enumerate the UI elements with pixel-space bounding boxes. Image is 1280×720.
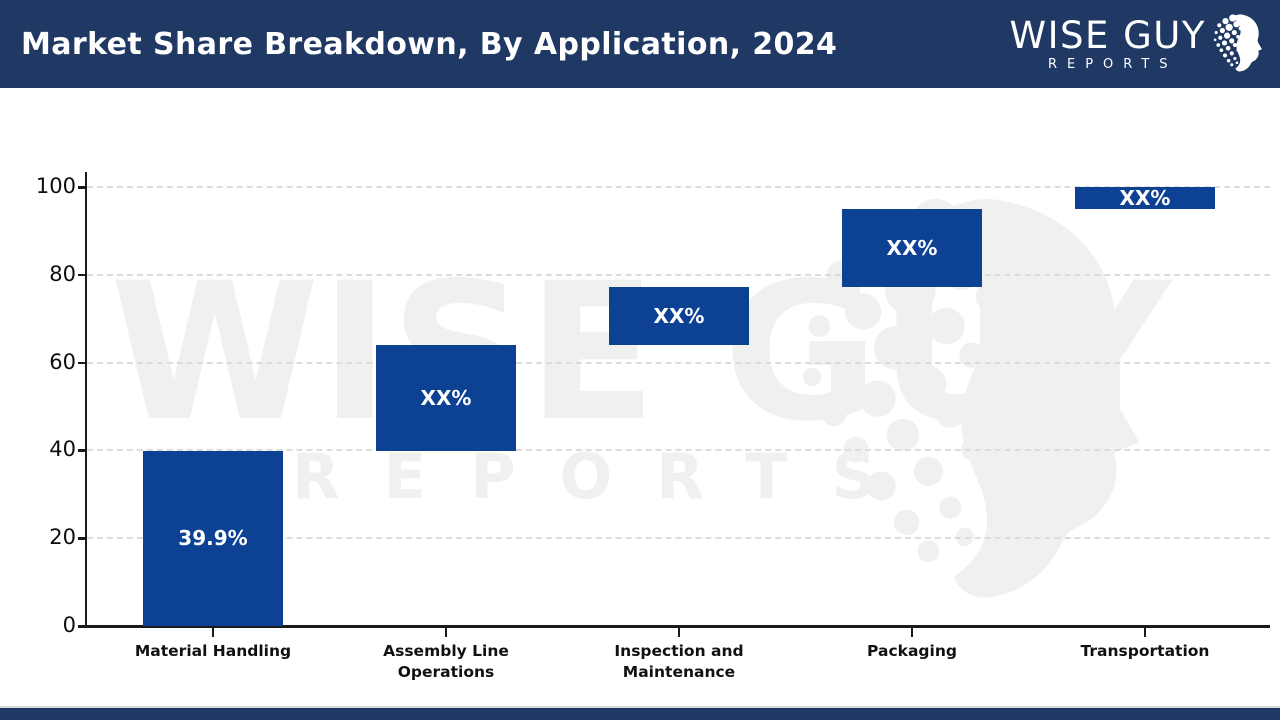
x-tick-mark-2	[677, 627, 681, 637]
y-tick-label-60: 60	[49, 349, 76, 374]
logo-wise-guy-label: WISE GUY	[1009, 14, 1206, 57]
header-bar: Market Share Breakdown, By Application, …	[0, 0, 1280, 88]
category-label-0: Material Handling	[134, 642, 292, 660]
bar-transportation: XX%	[1075, 187, 1215, 209]
bar-value-label: 39.9%	[178, 526, 248, 551]
chart-title: Market Share Breakdown, By Application, …	[21, 26, 838, 62]
bar-packaging: XX%	[842, 208, 982, 287]
bar-inspection-and-maintenance: XX%	[609, 286, 749, 346]
bar-value-label: XX%	[653, 303, 705, 328]
x-tick-mark-0	[211, 627, 215, 637]
category-label-2: Inspection and Maintenance	[614, 642, 744, 681]
y-tick-mark-0	[78, 625, 87, 628]
x-tick-mark-3	[910, 627, 914, 637]
gridline-80	[87, 273, 1270, 276]
bar-value-label: XX%	[1119, 185, 1171, 210]
y-tick-mark-60	[78, 361, 87, 365]
category-label-1: Assembly Line Operations	[383, 642, 509, 681]
y-tick-label-0: 0	[62, 613, 76, 637]
y-tick-mark-20	[78, 537, 87, 540]
y-tick-label-100: 100	[35, 174, 76, 198]
bar-material-handling: 39.9%	[143, 450, 283, 626]
bar-value-label: XX%	[420, 385, 472, 410]
y-tick-mark-80	[78, 273, 87, 277]
x-tick-mark-1	[444, 627, 448, 637]
category-label-4: Transportation	[1080, 642, 1210, 660]
gridline-40	[87, 449, 1270, 452]
y-tick-label-40: 40	[49, 437, 76, 462]
y-tick-label-80: 80	[49, 261, 76, 286]
logo-text: WISE GUY REPORTS	[1010, 17, 1206, 71]
wise-guy-reports-logo: WISE GUY REPORTS	[1010, 6, 1280, 82]
gridline-20	[87, 537, 1270, 540]
x-axis-line	[84, 625, 1270, 628]
bar-value-label: XX%	[886, 235, 938, 260]
logo-reports-label: REPORTS	[1047, 57, 1178, 72]
y-tick-mark-40	[78, 449, 87, 452]
category-label-3: Packaging	[867, 642, 957, 660]
y-axis-line	[84, 172, 87, 628]
footer-bar	[0, 706, 1280, 720]
y-tick-mark-100	[78, 186, 87, 189]
y-tick-label-20: 20	[49, 525, 76, 550]
x-tick-mark-4	[1143, 627, 1147, 637]
bar-assembly-line-operations: XX%	[376, 345, 516, 451]
watermark-reports-text: REPORTS	[292, 440, 921, 513]
gridline-100	[87, 186, 1270, 188]
gridline-60	[87, 361, 1270, 364]
